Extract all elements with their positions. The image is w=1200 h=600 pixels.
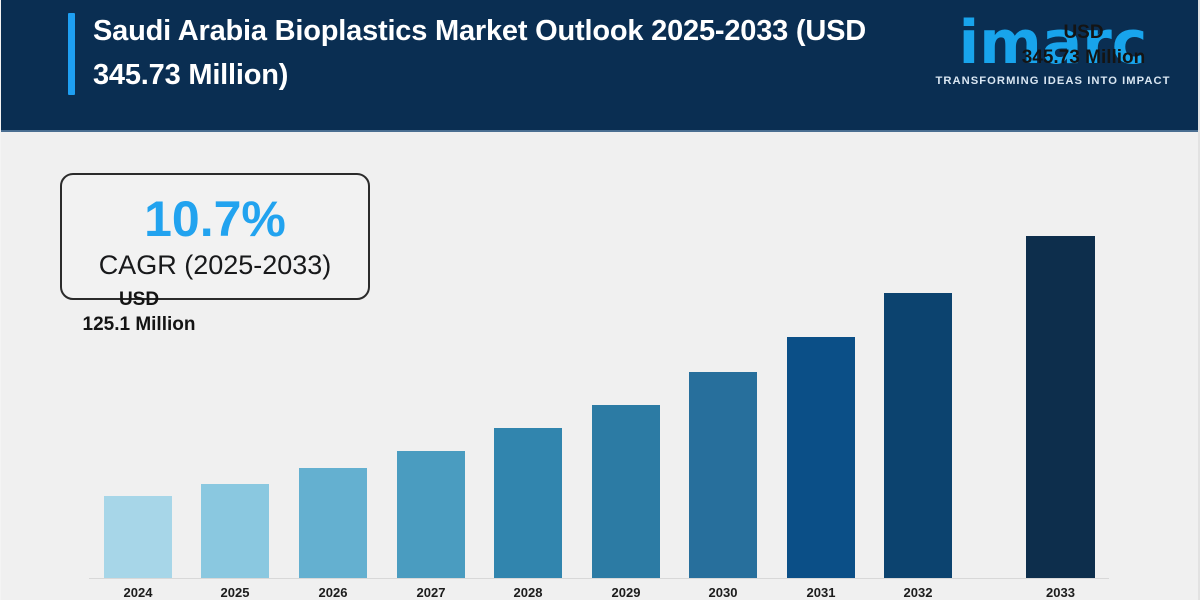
bar-2025: [201, 484, 269, 578]
bar-2033: [1026, 236, 1095, 578]
x-tick-2028: 2028: [513, 585, 543, 600]
cagr-box: 10.7% CAGR (2025-2033): [60, 173, 370, 300]
logo-tagline: TRANSFORMING IDEAS INTO IMPACT: [935, 75, 1171, 87]
bar-2031: [787, 337, 855, 578]
x-tick-2027: 2027: [416, 585, 446, 600]
bar-2028: [494, 428, 562, 578]
chart-baseline: [89, 578, 1109, 579]
logo-wordmark: imarc: [958, 8, 1148, 78]
bar-2027: [397, 451, 465, 578]
bar-2029: [592, 405, 660, 578]
bar-2032: [884, 293, 952, 578]
bar-chart: 2024 2025 2026 2027 2028 2029 2030 2031 2032 2033: [1, 132, 1198, 600]
x-tick-2029: 2029: [611, 585, 641, 600]
x-tick-2024: 2024: [123, 585, 153, 600]
bar-2030: [689, 372, 757, 578]
imarc-logo: imarc TRANSFORMING IDEAS INTO IMPACT: [933, 12, 1173, 87]
x-tick-2032: 2032: [903, 585, 933, 600]
x-tick-2030: 2030: [708, 585, 738, 600]
x-tick-2033: 2033: [1046, 585, 1075, 600]
first-bar-value-label: USD 125.1 Million: [82, 289, 196, 335]
bar-2024: [104, 496, 172, 578]
header-accent-bar: [68, 13, 75, 95]
header-bar: Saudi Arabia Bioplastics Market Outlook …: [1, 0, 1198, 132]
last-bar-value-label: USD 345.73 Million: [1021, 22, 1146, 68]
page-title: Saudi Arabia Bioplastics Market Outlook …: [93, 15, 866, 91]
x-tick-2031: 2031: [806, 585, 836, 600]
cagr-value: 10.7%: [144, 190, 286, 247]
cagr-label: CAGR (2025-2033): [98, 249, 332, 280]
x-tick-2025: 2025: [220, 585, 250, 600]
x-tick-2026: 2026: [318, 585, 348, 600]
bar-2026: [299, 468, 367, 578]
